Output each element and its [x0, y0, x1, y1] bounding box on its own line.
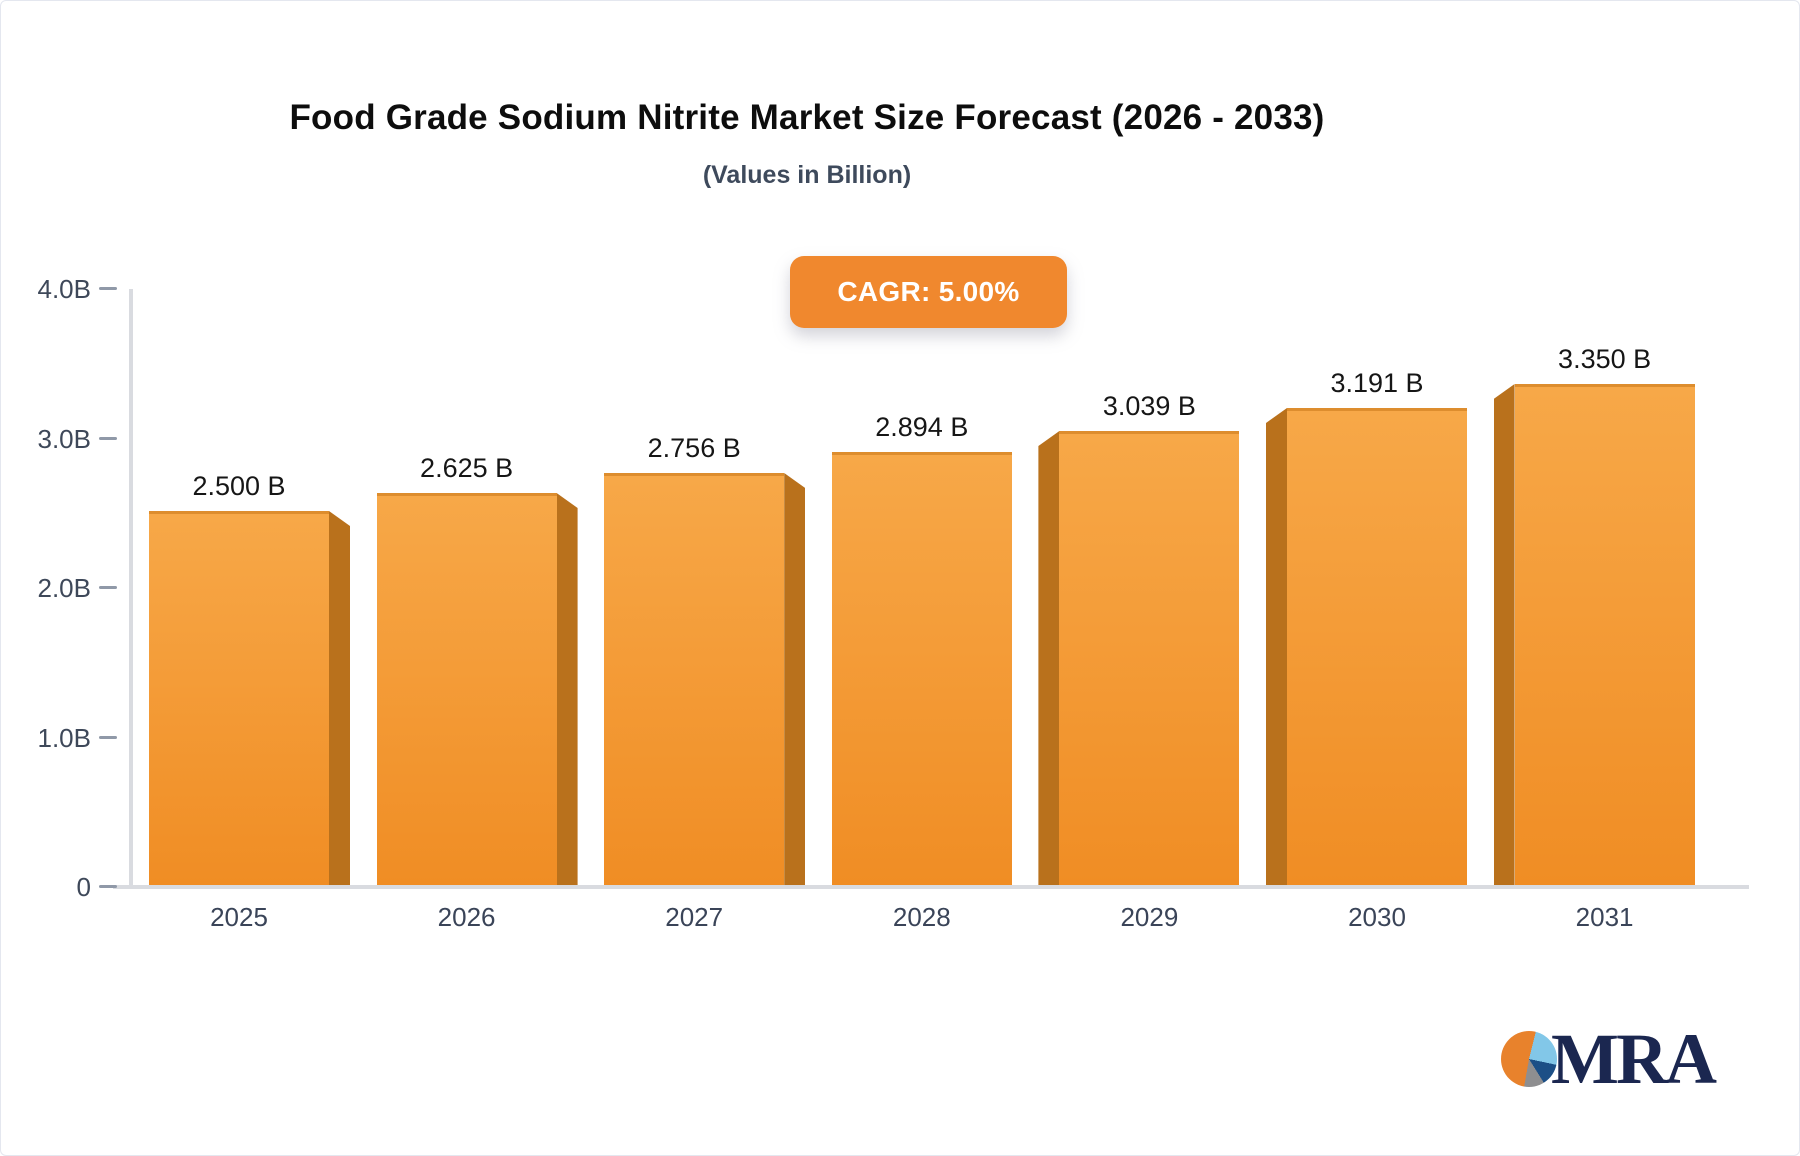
y-tick-dash	[99, 735, 117, 739]
bar-side-face-2026	[556, 493, 578, 885]
y-tick-label: 2.0B	[37, 573, 92, 603]
mra-logo: MRA	[1501, 1019, 1717, 1099]
pie-chart-logo-icon	[1501, 1031, 1557, 1087]
cagr-badge-label: CAGR: 5.00%	[837, 276, 1020, 307]
bar-value-label: 3.191 B	[1330, 368, 1424, 398]
y-axis-line	[129, 289, 133, 889]
bar-2028	[831, 452, 1012, 885]
bar-2027	[604, 473, 785, 885]
bar-value-label: 2.625 B	[420, 453, 514, 483]
y-tick-dash	[99, 436, 117, 440]
bar-side-face-2031	[1493, 384, 1515, 885]
x-axis-label: 2031	[1575, 902, 1634, 932]
bar-2031	[1514, 384, 1695, 885]
bar-value-label: 3.350 B	[1558, 344, 1652, 374]
bar-2026	[376, 493, 557, 885]
chart-subtitle: (Values in Billion)	[702, 161, 912, 189]
bar-side-face-2029	[1038, 431, 1060, 885]
bar-side-face-2030	[1266, 408, 1287, 885]
x-axis-label: 2029	[1120, 902, 1179, 932]
page-title: Food Grade Sodium Nitrite Market Size Fo…	[289, 98, 1325, 137]
x-axis-line	[113, 885, 1749, 889]
bar-side-face-2027	[784, 473, 806, 885]
bar-value-label: 3.039 B	[1102, 391, 1196, 421]
y-tick-dash	[99, 885, 117, 888]
y-tick-label: 3.0B	[37, 423, 92, 454]
x-axis-label: 2030	[1348, 902, 1406, 932]
bar-value-label: 2.500 B	[192, 471, 286, 501]
logo-text: MRA	[1551, 1019, 1717, 1099]
y-tick-dash	[99, 287, 117, 290]
x-axis-label: 2025	[210, 902, 268, 932]
y-tick-dash	[99, 586, 117, 589]
x-axis-label: 2028	[892, 902, 951, 932]
y-tick-label: 0	[76, 872, 91, 902]
x-axis-label: 2027	[665, 902, 724, 932]
bar-side-face-2025	[329, 511, 350, 885]
bar-2029	[1059, 431, 1240, 885]
bar-2030	[1287, 408, 1467, 885]
y-tick-label: 1.0B	[37, 722, 92, 753]
bar-value-label: 2.894 B	[875, 412, 969, 442]
cagr-badge: CAGR: 5.00%	[790, 256, 1067, 328]
y-tick-label: 4.0B	[37, 274, 92, 304]
bar-value-label: 2.756 B	[647, 433, 741, 463]
x-axis-label: 2026	[437, 902, 496, 932]
bar-2025	[149, 511, 329, 885]
